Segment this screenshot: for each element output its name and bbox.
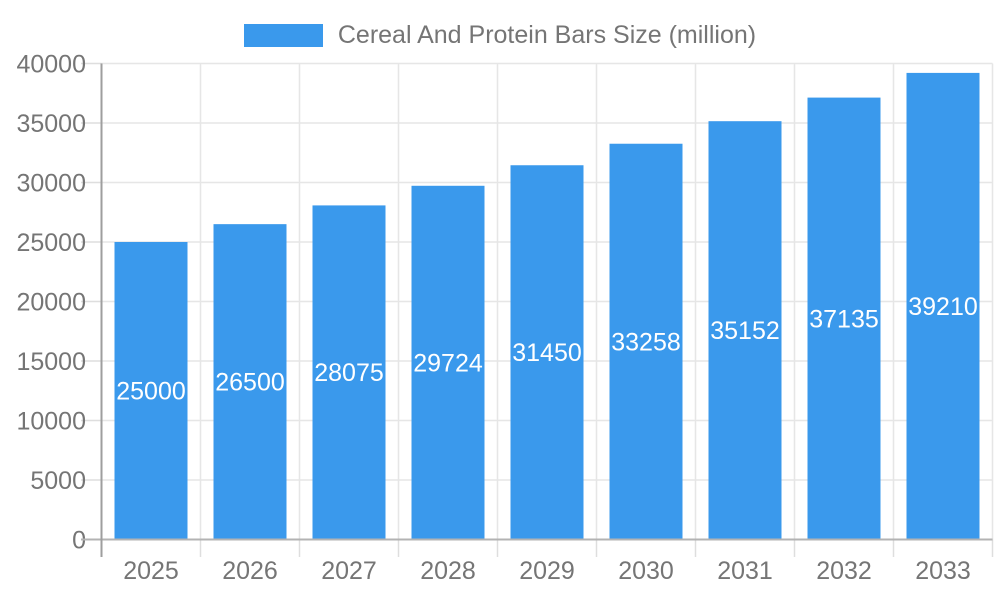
bar-2030 (609, 143, 683, 540)
bar-value-label: 29724 (413, 349, 483, 377)
legend-swatch (243, 24, 323, 47)
x-tick-label: 2030 (618, 557, 674, 585)
y-tick-label: 40000 (16, 50, 86, 78)
y-tick-label: 0 (72, 526, 86, 554)
bar-2025 (114, 242, 188, 540)
bar-2031 (708, 121, 782, 540)
bar-value-label: 31450 (512, 339, 582, 367)
x-tick-label: 2026 (222, 557, 278, 585)
y-tick-label: 5000 (30, 467, 86, 495)
bar-2033 (906, 72, 980, 540)
y-tick-label: 25000 (16, 229, 86, 257)
y-tick-label: 20000 (16, 288, 86, 316)
y-tick-label: 35000 (16, 110, 86, 138)
bar-value-label: 37135 (809, 305, 879, 333)
x-tick-label: 2033 (915, 557, 971, 585)
bar-value-label: 25000 (116, 378, 186, 406)
bar-value-label: 28075 (314, 359, 384, 387)
legend-label: Cereal And Protein Bars Size (million) (337, 21, 757, 49)
y-tick-label: 15000 (16, 348, 86, 376)
bar-2028 (411, 185, 485, 540)
x-tick-label: 2032 (816, 557, 872, 585)
bar-value-label: 26500 (215, 369, 285, 397)
x-tick-label: 2028 (420, 557, 476, 585)
x-tick-label: 2027 (321, 557, 377, 585)
x-tick-label: 2025 (123, 557, 179, 585)
bar-value-label: 33258 (611, 328, 681, 356)
x-tick-label: 2029 (519, 557, 575, 585)
y-tick-label: 10000 (16, 407, 86, 435)
bar-2026 (213, 224, 287, 540)
bar-2029 (510, 165, 584, 540)
bar-value-label: 35152 (710, 317, 780, 345)
bar-2032 (807, 97, 881, 540)
bar-2027 (312, 205, 386, 540)
y-tick-label: 30000 (16, 169, 86, 197)
bar-value-label: 39210 (908, 293, 978, 321)
chart-legend: Cereal And Protein Bars Size (million) (0, 21, 1000, 50)
x-tick-label: 2031 (717, 557, 773, 585)
